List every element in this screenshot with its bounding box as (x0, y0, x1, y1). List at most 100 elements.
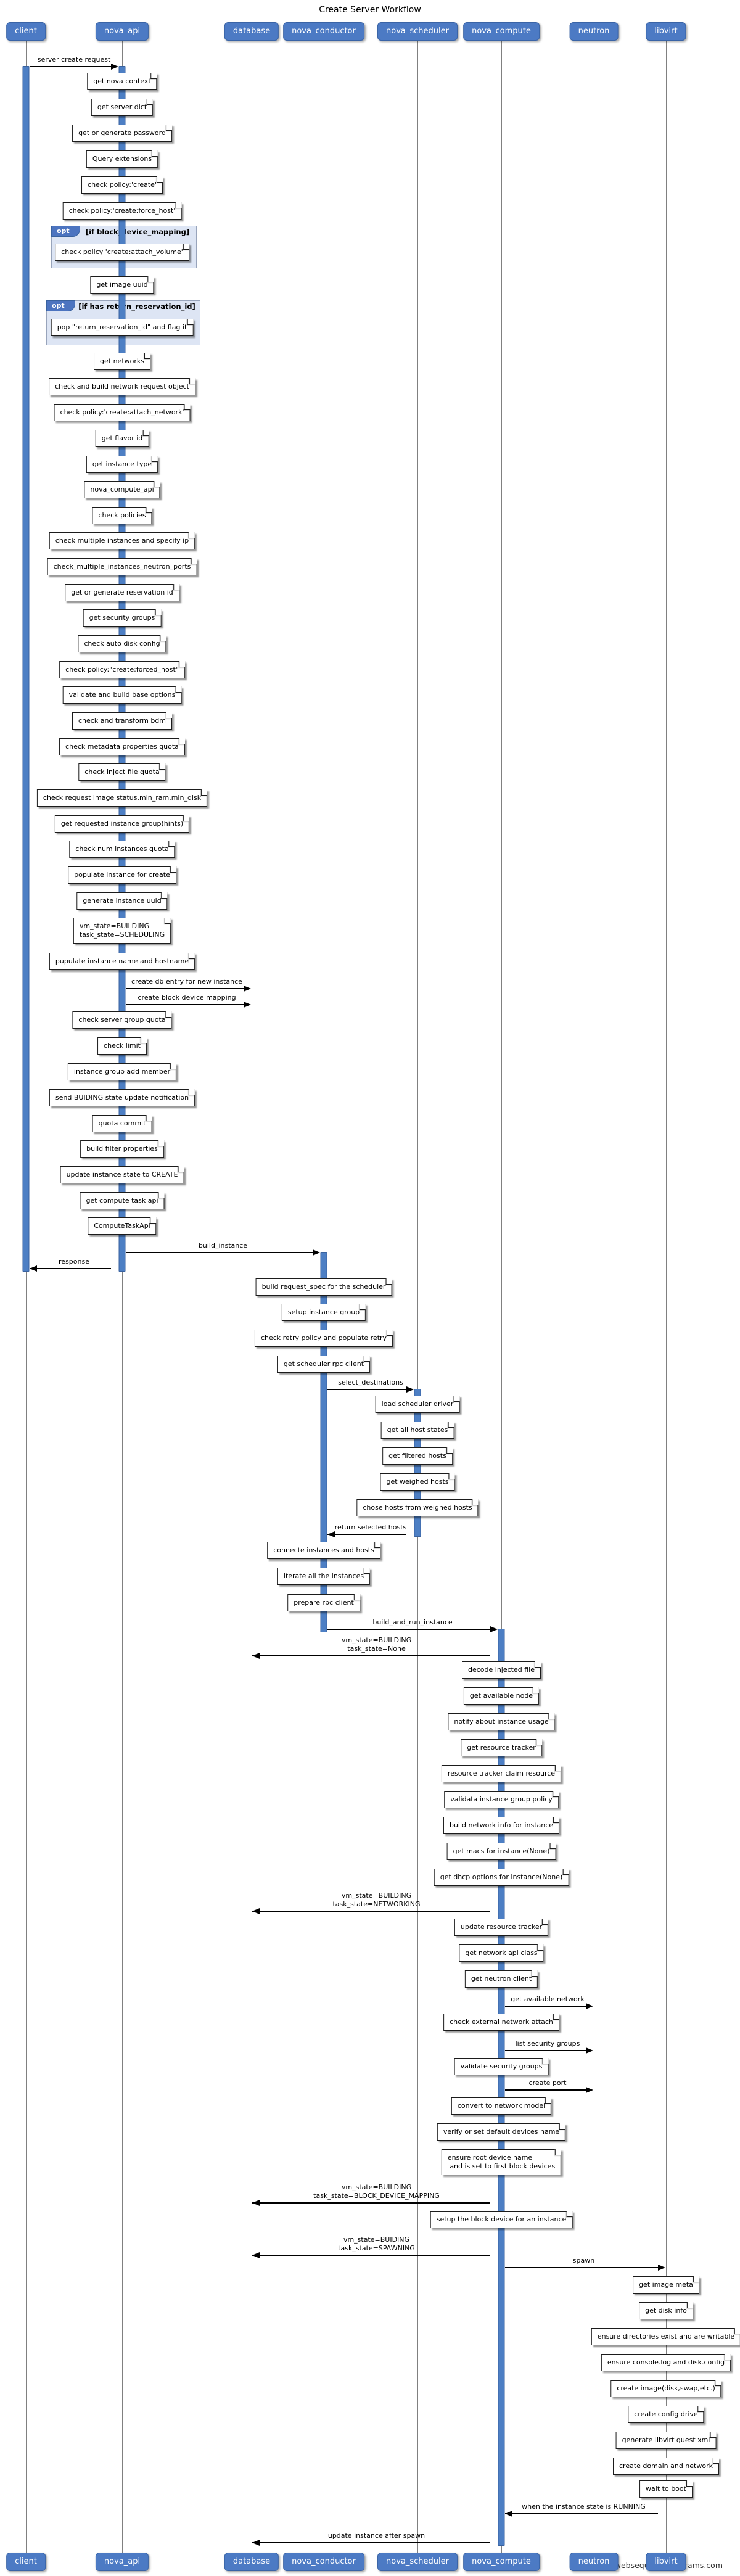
message-arrowhead-icon (30, 1265, 37, 1272)
note-fold-icon (168, 841, 175, 847)
note-fold-icon (535, 1661, 541, 1668)
note: check request image status,min_ram,min_d… (36, 789, 208, 807)
note-fold-icon (142, 430, 149, 436)
note: get available node (463, 1687, 540, 1705)
note-fold-icon (165, 1011, 172, 1018)
participant-neutron: neutron (569, 22, 619, 41)
note-fold-icon (562, 1869, 569, 1875)
note: update resource tracker (454, 1919, 549, 1936)
note: instance group add member (67, 1063, 177, 1080)
note-fold-icon (374, 1542, 380, 1548)
note-fold-icon (686, 2480, 693, 2487)
participant-nova_conductor: nova_conductor (283, 22, 364, 41)
participant-nova_api: nova_api (95, 22, 149, 41)
lifeline-libvirt (666, 41, 667, 2553)
note: create config drive (628, 2406, 704, 2423)
note: check policy:'create:force_host' (62, 202, 182, 220)
message-line (252, 1911, 490, 1912)
note-fold-icon (155, 609, 162, 615)
note-fold-icon (545, 2097, 552, 2104)
message-line (505, 2006, 586, 2007)
note: nova_compute_api (84, 481, 160, 498)
note: decode injected file (462, 1661, 541, 1679)
note-fold-icon (535, 1739, 542, 1745)
message-line (505, 2513, 658, 2514)
note: check multiple instances and specify ip (49, 532, 195, 549)
participant-database-bottom: database (224, 2553, 279, 2571)
diagram-title: Create Server Workflow (319, 5, 421, 15)
note-fold-icon (147, 99, 154, 105)
message-label: vm_state=BUIDING task_state=SPAWNING (338, 2236, 415, 2252)
note-fold-icon (183, 815, 190, 821)
note-fold-icon (555, 1765, 562, 1771)
note-fold-icon (146, 507, 152, 513)
message-label: create db entry for new instance (131, 977, 242, 986)
participant-nova_compute-bottom: nova_compute (463, 2553, 540, 2571)
participant-nova_scheduler-bottom: nova_scheduler (377, 2553, 458, 2571)
lifeline-nova_compute (501, 41, 502, 2553)
message-arrowhead-icon (505, 2511, 512, 2517)
message-line (126, 1252, 313, 1253)
note: get or generate reservation id (65, 584, 179, 601)
note-fold-icon (710, 2432, 717, 2438)
message-label: select_destinations (338, 1378, 403, 1386)
note-fold-icon (533, 1687, 540, 1693)
message-arrowhead-icon (244, 1002, 251, 1008)
note: get networks (94, 353, 150, 370)
note: get requested instance group(hints) (54, 815, 190, 833)
note: get all host states (380, 1422, 454, 1439)
note: setup the block device for an instance (430, 2211, 573, 2228)
message-label: build_and_run_instance (372, 1618, 453, 1626)
note-fold-icon (150, 73, 157, 79)
note-fold-icon (542, 1919, 549, 1925)
note-fold-icon (353, 1594, 360, 1600)
note-fold-icon (183, 244, 189, 250)
note: check and transform bdm (72, 712, 172, 730)
note: validata instance group policy (444, 1791, 559, 1808)
note-fold-icon (542, 2058, 549, 2064)
note: get scheduler rpc client (277, 1356, 371, 1373)
note-fold-icon (448, 1422, 454, 1428)
message-line (30, 66, 111, 67)
note: check policy:'create:attach_network' (54, 404, 191, 421)
participant-client-bottom: client (6, 2553, 46, 2571)
note-fold-icon (178, 1166, 184, 1172)
activation-bar-nova_conductor (320, 1252, 327, 1632)
message-label: vm_state=BUILDING task_state=None (341, 1636, 412, 1653)
note-fold-icon (187, 319, 194, 325)
note: validate security groups (454, 2058, 549, 2075)
note-fold-icon (189, 378, 195, 384)
note-fold-icon (161, 892, 168, 899)
note: build request_spec for the scheduler (255, 1278, 392, 1296)
note-fold-icon (170, 1063, 177, 1069)
message-arrowhead-icon (252, 2200, 260, 2206)
message-arrowhead-icon (313, 1249, 320, 1256)
note-fold-icon (453, 1396, 460, 1402)
message-arrowhead-icon (658, 2265, 665, 2271)
note: vm_state=BUILDING task_state=SCHEDULING (73, 918, 171, 944)
note-fold-icon (144, 353, 150, 359)
note: verify or set default devices name (437, 2123, 566, 2141)
note: check limit (97, 1037, 147, 1055)
note-fold-icon (154, 481, 160, 487)
message-arrowhead-icon (586, 2003, 593, 2009)
note-fold-icon (446, 1447, 453, 1454)
participant-database: database (224, 22, 279, 41)
note: iterate all the instances (277, 1568, 371, 1585)
activation-bar-nova_compute (498, 1629, 505, 2546)
note: populate instance for create (68, 866, 176, 884)
note: ComputeTaskApi (88, 1217, 157, 1235)
message-arrowhead-icon (586, 2087, 593, 2093)
message-label: get available network (511, 1995, 585, 2003)
note: get server dict (91, 99, 154, 116)
note: get dhcp options for instance(None) (434, 1869, 569, 1886)
note-fold-icon (686, 2302, 693, 2308)
note: get or generate password (72, 125, 172, 142)
note: get resource tracker (461, 1739, 542, 1756)
note-fold-icon (189, 532, 195, 538)
note-fold-icon (152, 150, 158, 157)
note: ensure console.log and disk.config (601, 2354, 731, 2371)
message-arrowhead-icon (252, 2540, 260, 2546)
note-fold-icon (360, 1304, 366, 1310)
